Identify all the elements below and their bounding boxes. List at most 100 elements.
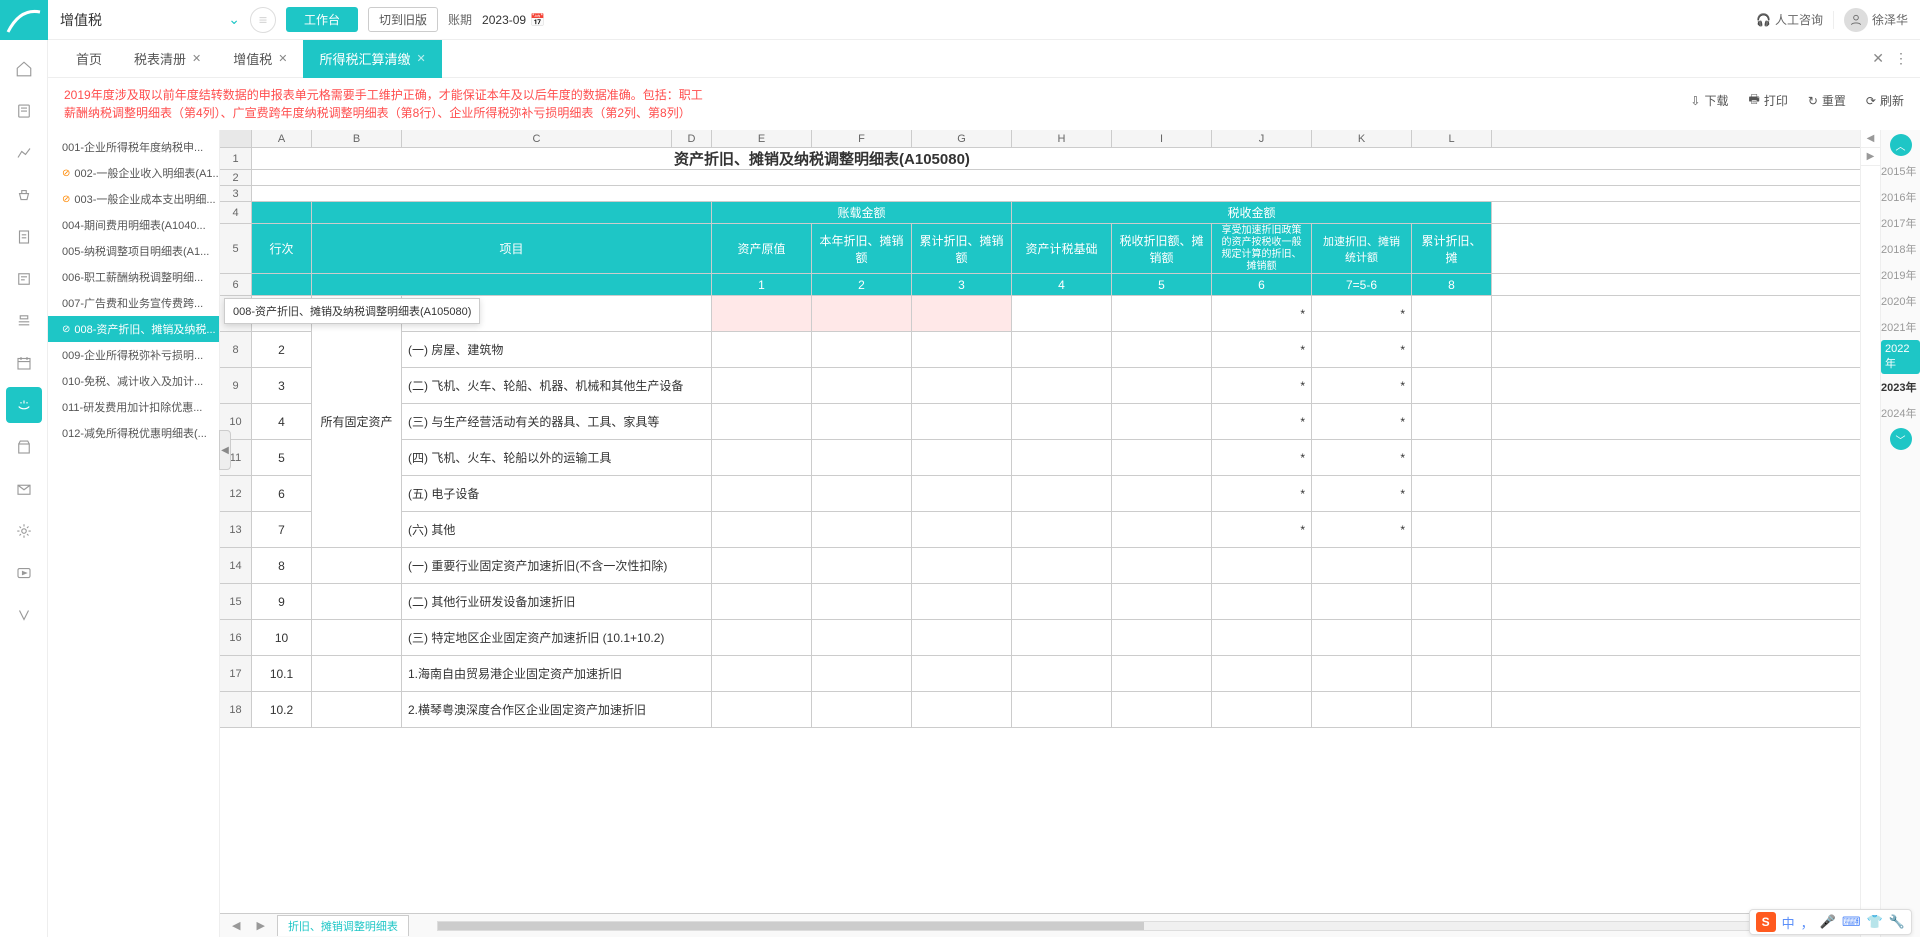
sheet-next-icon[interactable]: ▶ — [252, 919, 268, 932]
tab[interactable]: 首页 — [60, 40, 118, 78]
nav-home-icon[interactable] — [6, 51, 42, 87]
form-list-item[interactable]: 010-免税、减计收入及加计... — [48, 368, 219, 394]
ime-mic-icon[interactable]: 🎤 — [1820, 914, 1836, 930]
table-row: 148(一) 重要行业固定资产加速折旧(不含一次性扣除) — [220, 548, 1860, 584]
form-tooltip: 008-资产折旧、摊销及纳税调整明细表(A105080) — [224, 298, 480, 324]
ime-logo-icon[interactable]: S — [1756, 912, 1776, 932]
column-headers: ABCD EFGH IJKL — [220, 130, 1860, 148]
form-list-item[interactable]: 004-期间费用明细表(A1040... — [48, 212, 219, 238]
table-row: 115(四) 飞机、火车、轮船以外的运输工具** — [220, 440, 1860, 476]
print-button[interactable]: 🖶打印 — [1749, 90, 1788, 111]
nav-video-icon[interactable] — [6, 555, 42, 591]
calendar-icon: 📅 — [530, 13, 545, 27]
close-icon[interactable]: ✕ — [278, 52, 287, 65]
form-list-item[interactable]: 003-一般企业成本支出明细... — [48, 186, 219, 212]
ime-lang[interactable]: 中 — [1782, 913, 1795, 932]
year-item[interactable]: 2016年 — [1881, 184, 1920, 210]
nav-settings-icon[interactable] — [6, 513, 42, 549]
download-button[interactable]: ⇩下载 — [1690, 92, 1728, 109]
nav-calendar-icon[interactable] — [6, 345, 42, 381]
table-row: 93(二) 飞机、火车、轮船、机器、机械和其他生产设备** — [220, 368, 1860, 404]
module-selector[interactable]: 增值税 ⌄ — [60, 10, 240, 30]
ime-keyboard-icon[interactable]: ⌨ — [1842, 914, 1861, 930]
period-picker[interactable]: 2023-09 📅 — [482, 13, 545, 27]
username: 徐泽华 — [1872, 11, 1908, 28]
reset-button[interactable]: ↻重置 — [1808, 92, 1846, 109]
year-item[interactable]: 2023年 — [1881, 374, 1920, 400]
sheet-tab[interactable]: 折旧、摊销调整明细表 — [277, 915, 409, 936]
refresh-button[interactable]: ⟳刷新 — [1866, 92, 1904, 109]
nav-active-icon[interactable] — [6, 387, 42, 423]
year-item[interactable]: 2018年 — [1881, 236, 1920, 262]
close-icon[interactable]: ✕ — [192, 52, 201, 65]
form-list-item[interactable]: 002-一般企业收入明细表(A1... — [48, 160, 219, 186]
nav-mail-icon[interactable] — [6, 471, 42, 507]
table-row: 82(一) 房屋、建筑物** — [220, 332, 1860, 368]
headset-icon: 🎧 — [1756, 13, 1771, 27]
divider — [1833, 11, 1834, 29]
consult-button[interactable]: 🎧 人工咨询 — [1756, 11, 1823, 28]
year-item[interactable]: 2021年 — [1881, 314, 1920, 340]
year-item[interactable]: 2020年 — [1881, 288, 1920, 314]
tab-close-all-icon[interactable]: ✕ — [1872, 50, 1884, 67]
sheet-prev-icon[interactable]: ◀ — [228, 919, 244, 932]
year-down-icon[interactable]: ﹀ — [1890, 428, 1912, 450]
table-row: 159(二) 其他行业研发设备加速折旧 — [220, 584, 1860, 620]
workbench-button[interactable]: 工作台 — [286, 7, 358, 32]
sheet-tabs: ◀ ▶ 折旧、摊销调整明细表 — [220, 913, 1860, 937]
nav-v-icon[interactable] — [6, 597, 42, 633]
tab[interactable]: 增值税✕ — [217, 40, 303, 78]
year-item[interactable]: 2015年 — [1881, 158, 1920, 184]
tab[interactable]: 所得税汇算清缴✕ — [303, 40, 441, 78]
form-list-item[interactable]: 005-纳税调整项目明细表(A1... — [48, 238, 219, 264]
list-toggle-button[interactable] — [250, 7, 276, 33]
close-icon[interactable]: ✕ — [417, 52, 426, 65]
header-book: 账载金额 — [712, 202, 1012, 223]
header-tax: 税收金额 — [1012, 202, 1492, 223]
table-row: 1810.22.横琴粤澳深度合作区企业固定资产加速折旧 — [220, 692, 1860, 728]
table-row: 137(六) 其他** — [220, 512, 1860, 548]
module-name: 增值税 — [60, 10, 102, 30]
table-row: 1610(三) 特定地区企业固定资产加速折旧 (10.1+10.2) — [220, 620, 1860, 656]
nav-archive-icon[interactable] — [6, 429, 42, 465]
horizontal-scrollbar[interactable] — [437, 921, 1852, 931]
ime-punct-icon[interactable]: ， — [1801, 913, 1814, 932]
form-list-item[interactable]: 009-企业所得税弥补亏损明... — [48, 342, 219, 368]
form-list-item[interactable]: 007-广告费和业务宣传费跨... — [48, 290, 219, 316]
year-nav: ︿ 2015年2016年2017年2018年2019年2020年2021年202… — [1880, 130, 1920, 937]
ime-tool-icon[interactable]: 🔧 — [1889, 914, 1905, 930]
spreadsheet: ◀ 008-资产折旧、摊销及纳税调整明细表(A105080) ABCD EFGH… — [220, 130, 1860, 937]
year-item[interactable]: 2024年 — [1881, 400, 1920, 426]
year-item[interactable]: 2019年 — [1881, 262, 1920, 288]
form-list-item[interactable]: 012-减免所得税优惠明细表(... — [48, 420, 219, 446]
nav-ledger-icon[interactable] — [6, 93, 42, 129]
category-cell: 所有固定资产 — [312, 296, 402, 548]
table-row: 1710.11.海南自由贸易港企业固定资产加速折旧 — [220, 656, 1860, 692]
page-tabs: 首页税表清册✕增值税✕所得税汇算清缴✕ ✕ ⋮ — [48, 40, 1920, 78]
form-list-item[interactable]: 006-职工薪酬纳税调整明细... — [48, 264, 219, 290]
nav-asset-icon[interactable] — [6, 177, 42, 213]
year-item[interactable]: 2017年 — [1881, 210, 1920, 236]
collapse-handle[interactable]: ◀ — [219, 430, 231, 470]
form-list-item[interactable]: 011-研发费用加计扣除优惠... — [48, 394, 219, 420]
year-item[interactable]: 2022年 — [1881, 340, 1920, 374]
download-icon: ⇩ — [1690, 94, 1700, 108]
right-arrows: ◀ ▶ — [1860, 130, 1880, 937]
tab-more-icon[interactable]: ⋮ — [1894, 50, 1908, 67]
print-icon: 🖶 — [1749, 90, 1760, 111]
nav-tax-icon[interactable] — [6, 303, 42, 339]
tab[interactable]: 税表清册✕ — [118, 40, 217, 78]
year-up-icon[interactable]: ︿ — [1890, 134, 1912, 156]
scroll-left-icon[interactable]: ◀ — [1861, 130, 1880, 148]
scroll-right-icon[interactable]: ▶ — [1861, 148, 1880, 166]
user-menu[interactable]: 徐泽华 — [1844, 8, 1908, 32]
ime-skin-icon[interactable]: 👕 — [1867, 914, 1883, 930]
nav-invoice-icon[interactable] — [6, 261, 42, 297]
form-list-item[interactable]: 008-资产折旧、摊销及纳税... — [48, 316, 219, 342]
form-list-item[interactable]: 001-企业所得税年度纳税申... — [48, 134, 219, 160]
switch-old-button[interactable]: 切到旧版 — [368, 7, 438, 32]
nav-report-icon[interactable] — [6, 135, 42, 171]
nav-doc-icon[interactable] — [6, 219, 42, 255]
grid-body[interactable]: 1 资产折旧、摊销及纳税调整明细表(A105080) 2 3 4 账载金额 — [220, 148, 1860, 913]
notice-text: 2019年度涉及取以前年度结转数据的申报表单元格需要手工维护正确，才能保证本年及… — [64, 86, 704, 122]
